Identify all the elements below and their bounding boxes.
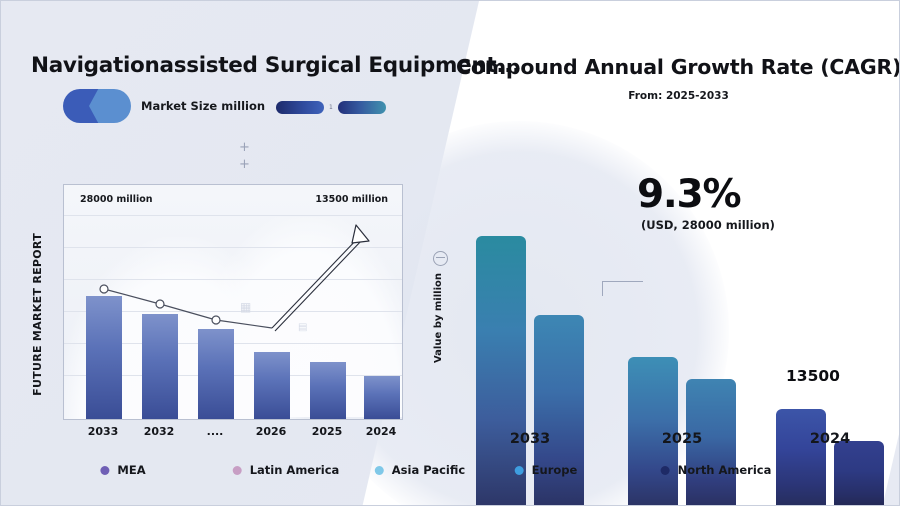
plus-marks-decoration: + + [239, 140, 250, 172]
legend-dot-icon [514, 465, 524, 475]
right-panel: Compound Annual Growth Rate (CAGR) From:… [456, 1, 900, 505]
legend-dot-icon [232, 465, 242, 475]
left-bar-gap [198, 329, 234, 419]
right-xtick-1: 2025 [661, 431, 703, 447]
left-bar-2024 [364, 376, 400, 419]
brand-label: Market Size million [141, 99, 266, 113]
legend-label-europe: Europe [531, 463, 578, 477]
cagr-note: (USD, 28000 million) [641, 218, 775, 232]
left-trend-line [99, 224, 370, 332]
left-xtick-4: 2025 [311, 425, 343, 438]
right-chart-subtitle: From: 2025-2033 [628, 90, 729, 102]
gradient-pill-1 [276, 101, 324, 114]
left-xtick-2: .... [206, 425, 224, 438]
right-bar-2025-b [686, 379, 736, 505]
watermark-icon-1: ▦ [240, 300, 252, 314]
gradient-pill-group: 1 [276, 101, 386, 114]
legend-label-latin-america: Latin America [249, 463, 340, 477]
left-panel: Navigationassisted Surgical Equipment...… [1, 1, 520, 505]
legend-item-latin-america[interactable]: Latin America [232, 463, 340, 477]
right-bar-2024-b [834, 441, 884, 505]
legend-dot-icon [660, 465, 670, 475]
left-x-axis-labels: 2033 2032 .... 2026 2025 2024 [63, 425, 401, 445]
right-bar-2024-a [776, 409, 826, 505]
legend-item-asia-pacific[interactable]: Asia Pacific [374, 463, 466, 477]
legend-label-asia-pacific: Asia Pacific [391, 463, 466, 477]
left-bar-2033 [86, 296, 122, 419]
legend-label-north-america: North America [677, 463, 772, 477]
left-bar-2025 [310, 362, 346, 419]
right-bar-2025-a [628, 357, 678, 505]
brand-row: Market Size million [63, 89, 265, 123]
left-xtick-5: 2024 [365, 425, 397, 438]
left-y-axis-label: FUTURE MARKET REPORT [31, 233, 44, 396]
cagr-value: 9.3% [637, 172, 742, 217]
right-chart-title: Compound Annual Growth Rate (CAGR) [456, 55, 900, 79]
legend-item-europe[interactable]: Europe [514, 463, 578, 477]
left-xtick-0: 2033 [87, 425, 119, 438]
left-chart-plot-area: 28000 million 13500 million ▦ ▤ [63, 184, 403, 420]
right-xtick-0: 2033 [509, 431, 551, 447]
left-y-axis-right-label: Value by million [433, 273, 444, 364]
left-chart-title: Navigationassisted Surgical Equipment... [31, 53, 520, 78]
hexagon-lens-logo-icon [63, 89, 131, 123]
right-chart-data-label: 13500 [786, 367, 840, 385]
left-chart-min-label: 13500 million [315, 194, 388, 205]
right-x-axis-labels: 2033 2025 2024 [456, 431, 899, 453]
right-xtick-2: 2024 [809, 431, 851, 447]
pill-separator-label: 1 [329, 104, 333, 111]
left-xtick-3: 2026 [255, 425, 287, 438]
region-legend: MEA Latin America Asia Pacific Europe No… [1, 463, 899, 485]
legend-item-mea[interactable]: MEA [100, 463, 146, 477]
left-xtick-1: 2032 [143, 425, 175, 438]
gradient-pill-2 [337, 101, 386, 114]
left-chart-max-label: 28000 million [80, 194, 153, 205]
minus-circle-icon [433, 251, 448, 266]
right-bar-2033-a [476, 236, 526, 505]
legend-item-north-america[interactable]: North America [660, 463, 772, 477]
left-bar-2026 [254, 352, 290, 419]
right-bar-2033-b [534, 315, 584, 505]
watermark-icon-2: ▤ [298, 322, 308, 333]
tick-decoration [602, 281, 643, 296]
legend-label-mea: MEA [117, 463, 146, 477]
left-bar-2032 [142, 314, 178, 419]
legend-dot-icon [374, 465, 384, 475]
legend-dot-icon [100, 465, 110, 475]
